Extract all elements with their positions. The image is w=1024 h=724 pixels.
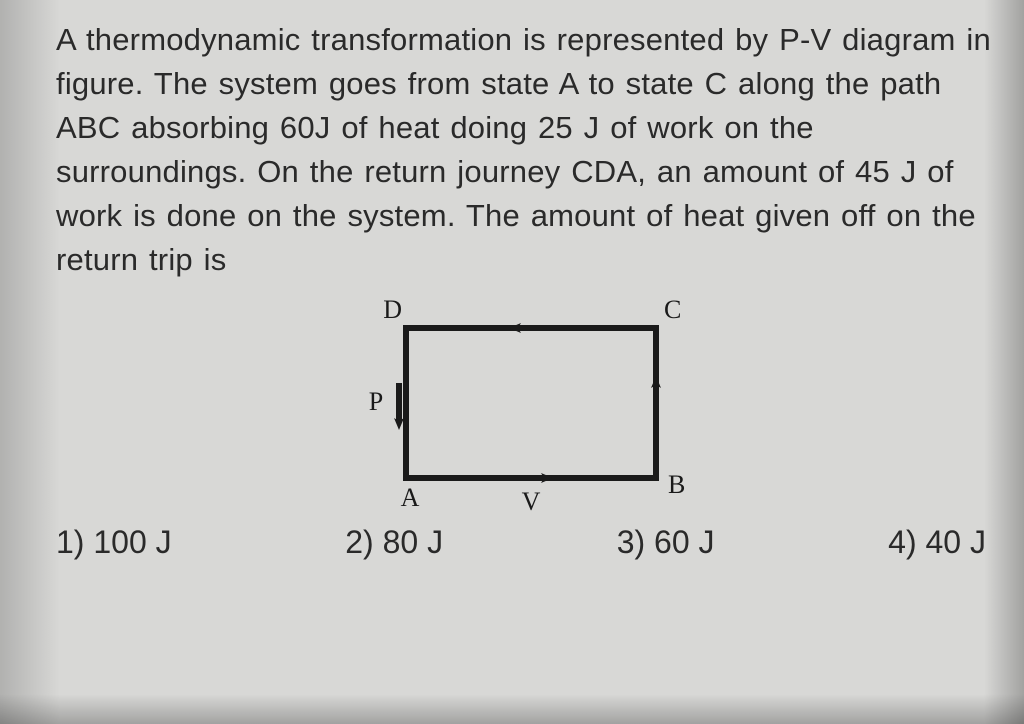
option-4[interactable]: 4) 40 J [888,524,986,561]
label-b: B [668,470,685,499]
options-row: 1) 100 J 2) 80 J 3) 60 J 4) 40 J [56,524,996,561]
option-1[interactable]: 1) 100 J [56,524,172,561]
label-d: D [383,295,402,324]
axis-label-v: V [522,487,541,516]
option-2[interactable]: 2) 80 J [345,524,443,561]
axis-label-p: P [369,387,383,416]
label-c: C [664,295,681,324]
pv-diagram-container: D C B A P V [56,288,996,518]
paper-shade-bottom [0,694,1024,724]
option-3[interactable]: 3) 60 J [617,524,715,561]
question-text: A thermodynamic transformation is repres… [56,18,996,282]
cycle-rect [406,328,656,478]
pv-diagram: D C B A P V [316,288,736,518]
label-a: A [401,483,420,512]
